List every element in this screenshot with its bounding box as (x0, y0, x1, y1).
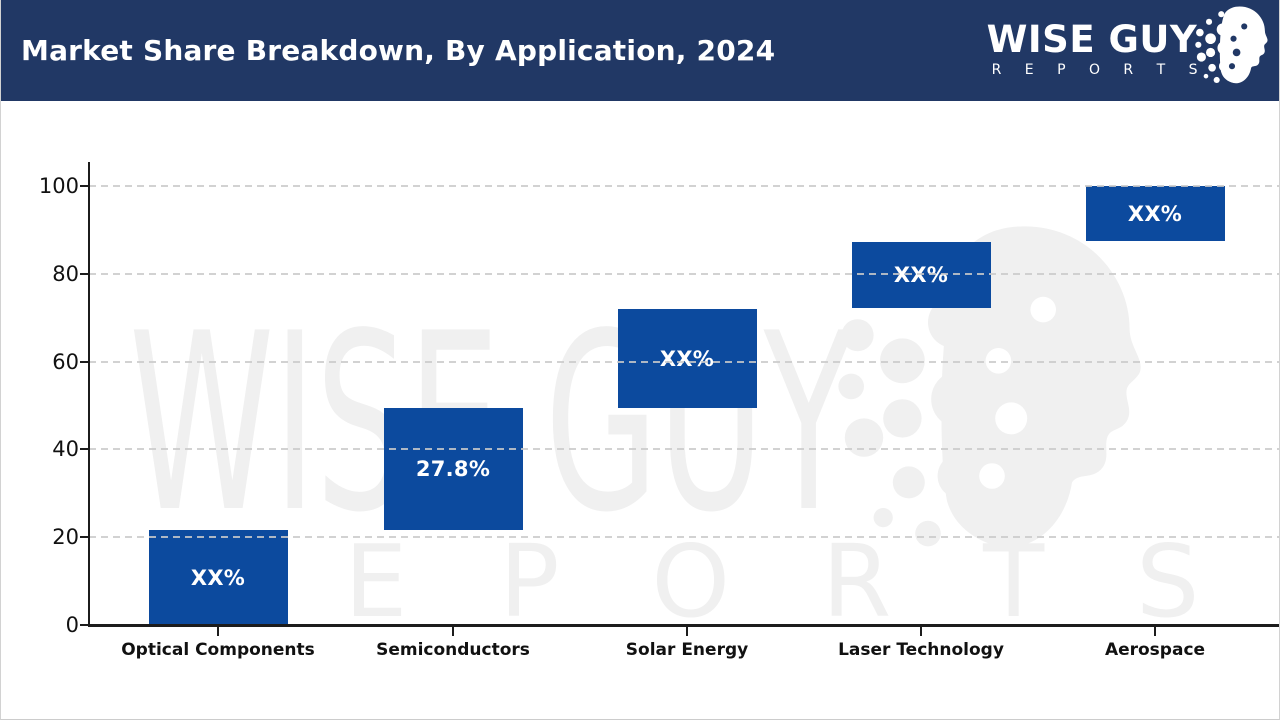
y-tick-mark (80, 448, 89, 451)
x-tick-mark (686, 627, 688, 636)
x-tick-mark (452, 627, 454, 636)
bar-value-label: XX% (659, 346, 715, 371)
x-category-label: Aerospace (1104, 640, 1206, 660)
bar-value-label: XX% (1127, 201, 1183, 226)
x-category-label: Semiconductors (376, 640, 530, 660)
y-axis-spine (88, 162, 90, 627)
y-tick-mark (80, 624, 89, 626)
x-tick-mark (920, 627, 922, 636)
y-tick-mark (80, 536, 89, 539)
header-bar: Market Share Breakdown, By Application, … (1, 0, 1279, 101)
y-tick-mark (80, 360, 89, 363)
gridline-100 (89, 185, 1279, 187)
x-category-label: Laser Technology (838, 640, 1004, 660)
bar-optical-components: XX% (148, 530, 288, 625)
y-tick-label: 20 (52, 525, 79, 550)
x-category-label: Solar Energy (625, 640, 749, 660)
y-tick-label: 80 (52, 261, 79, 286)
x-category-label: Optical Components (121, 640, 315, 660)
x-tick-mark (217, 627, 219, 636)
logo-subtitle: R E P O R T S (991, 61, 1207, 78)
x-axis-spine (88, 624, 1279, 627)
y-tick-label: 40 (52, 437, 79, 462)
bar-laser-technology: XX% (851, 242, 991, 308)
bar-value-label: XX% (893, 262, 949, 287)
page-title: Market Share Breakdown, By Application, … (21, 34, 776, 67)
y-tick-label: 100 (38, 174, 79, 198)
bar-value-label: XX% (190, 565, 246, 590)
gridline-20 (89, 536, 1279, 539)
logo-text: WISE GUY R E P O R T S (986, 18, 1207, 78)
wiseguy-head-icon (1195, 6, 1268, 84)
y-tick-mark (80, 272, 89, 275)
gridline-80 (89, 272, 1279, 275)
logo-wordmark: WISE GUY (986, 18, 1198, 62)
bar-aerospace: XX% (1085, 186, 1225, 242)
y-tick-mark (80, 185, 89, 187)
gridline-40 (89, 448, 1279, 451)
bar-solar-energy: XX% (617, 308, 757, 409)
x-tick-mark (1154, 627, 1156, 636)
bar-semiconductors: 27.8% (383, 408, 523, 531)
wise-guy-reports-logo: WISE GUY R E P O R T S (987, 5, 1271, 93)
bar-value-label: 27.8% (415, 457, 491, 482)
y-tick-label: 0 (65, 613, 79, 637)
y-tick-label: 60 (52, 349, 79, 374)
gridline-60 (89, 360, 1279, 363)
